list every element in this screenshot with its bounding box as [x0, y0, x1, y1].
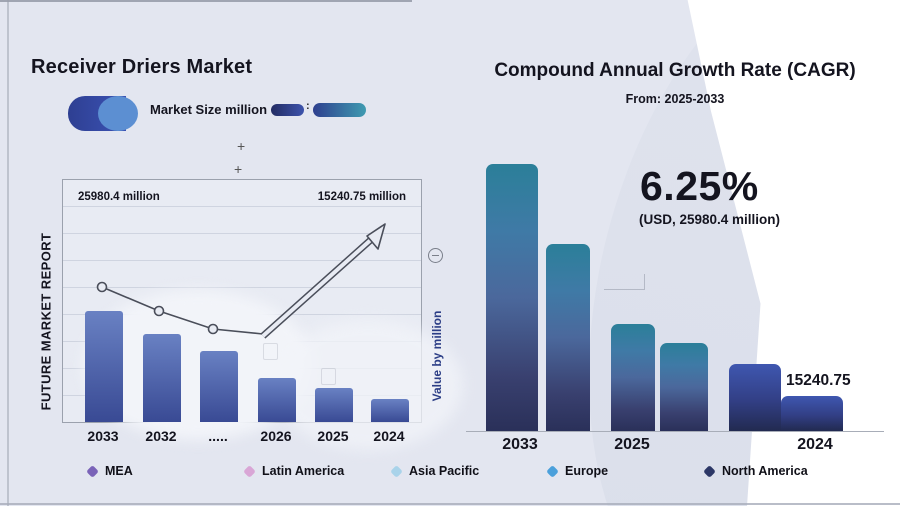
annotation-2033-value: 25980.4 million [78, 191, 160, 203]
legend-item-asia-pacific[interactable]: Asia Pacific [390, 464, 480, 478]
legend-item-label: Europe [565, 464, 609, 478]
step-bracket-decoration [604, 274, 645, 290]
legend-item-europe[interactable]: Europe [546, 464, 609, 478]
cagr-2024-data-label: 15240.75 [786, 372, 851, 389]
x-label-2025: 2025 [614, 436, 650, 453]
legend-marker-icon [703, 464, 716, 478]
annotation-2024-value: 15240.75 million [317, 191, 406, 203]
legend-item-mea[interactable]: MEA [86, 464, 133, 478]
legend-item-label: MEA [105, 464, 133, 478]
legend-marker-icon [86, 464, 99, 478]
left-bar-2032[interactable] [143, 334, 181, 422]
cagr-bar-2025-2[interactable] [660, 343, 708, 431]
x-label-2032: 2032 [145, 428, 177, 444]
pill-teal-icon [313, 103, 366, 117]
cylinder-cap-icon [98, 96, 138, 131]
cagr-subtitle: From: 2025-2033 [625, 92, 725, 106]
frame-left-line [7, 0, 9, 506]
legend-item-label: North America [722, 464, 808, 478]
region-legend: MEA Latin America Asia Pacific Europe North … [0, 464, 900, 488]
cagr-title: Compound Annual Growth Rate (CAGR) [494, 60, 856, 81]
x-label-2024: 2024 [797, 436, 833, 453]
left-bar-2025[interactable] [315, 388, 353, 422]
pill-separator: : [306, 100, 310, 112]
x-label-.....: ..... [208, 428, 228, 444]
legend-item-north-america[interactable]: North America [703, 464, 808, 478]
value-by-million-label: Value by million [430, 310, 444, 402]
x-label-2026: 2026 [260, 428, 292, 444]
market-size-chart-panel: 25980.4 million 15240.75 million [62, 179, 463, 450]
legend-item-label: Asia Pacific [409, 464, 480, 478]
market-size-legend-label: Market Size million [150, 102, 268, 117]
cagr-value: 6.25% [640, 163, 759, 209]
frame-top-line [0, 0, 412, 2]
watermark-square [263, 343, 278, 360]
cloud-decoration [273, 320, 463, 450]
cagr-chart: 2033 2025 2024 [466, 160, 884, 453]
legend-marker-icon [546, 464, 559, 478]
left-bar-2024[interactable] [371, 399, 409, 422]
cagr-bar-2024-1[interactable] [729, 364, 781, 431]
cagr-basis: (USD, 25980.4 million) [639, 212, 781, 227]
plus-icon: + [234, 161, 243, 177]
left-bar-2026[interactable] [258, 378, 296, 422]
trend-line-and-arrow [96, 223, 386, 339]
page-title: Receiver Driers Market [31, 56, 253, 78]
cagr-x-axis-line [466, 430, 884, 432]
x-label-2025: 2025 [317, 428, 349, 444]
legend-marker-icon [390, 464, 403, 478]
x-label-2033: 2033 [87, 428, 119, 444]
frame-bottom-line [0, 503, 900, 505]
left-bar-2033[interactable] [85, 311, 123, 422]
future-market-report-label: FUTURE MARKET REPORT [38, 232, 54, 411]
legend-item-latin-america[interactable]: Latin America [243, 464, 345, 478]
cagr-bar-2033-2[interactable] [546, 244, 590, 431]
cagr-bar-2033-1[interactable] [486, 164, 538, 431]
legend-item-label: Latin America [262, 464, 345, 478]
watermark-square [321, 368, 336, 385]
cagr-bar-2024-2[interactable] [781, 396, 843, 431]
cagr-bar-2025-1[interactable] [611, 324, 655, 431]
legend-marker-icon [243, 464, 256, 478]
x-label-2024: 2024 [373, 428, 405, 444]
pill-dark-icon [271, 104, 304, 116]
plus-icon: + [237, 138, 246, 154]
x-label-2033: 2033 [502, 436, 538, 453]
left-bar-.....[interactable] [200, 351, 238, 422]
circle-minus-icon [428, 248, 443, 263]
